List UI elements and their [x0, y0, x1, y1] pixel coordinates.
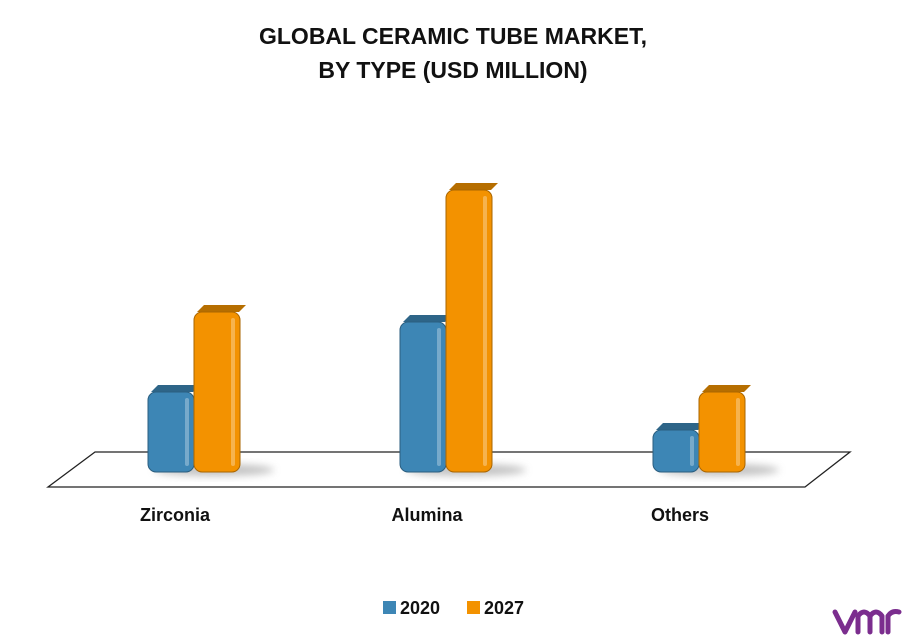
x-tick-label: Others — [651, 505, 709, 525]
legend-swatch — [383, 601, 396, 614]
bar-top — [656, 423, 705, 430]
bar-top — [197, 305, 246, 312]
bar-highlight — [185, 398, 189, 466]
bar-highlight — [483, 196, 487, 466]
bar-highlight — [736, 398, 740, 466]
bar-top — [151, 385, 200, 392]
bar-top — [403, 315, 452, 322]
bar-highlight — [690, 436, 694, 466]
x-tick-label: Zirconia — [140, 505, 211, 525]
x-tick-label: Alumina — [391, 505, 463, 525]
bar-highlight — [231, 318, 235, 466]
bar-highlight — [437, 328, 441, 466]
chart-title: GLOBAL CERAMIC TUBE MARKET, — [259, 23, 647, 49]
bar — [698, 391, 746, 473]
legend-label: 2020 — [400, 598, 440, 618]
bar — [193, 311, 241, 473]
legend-swatch — [467, 601, 480, 614]
legend-label: 2027 — [484, 598, 524, 618]
bar-top — [449, 183, 498, 190]
bar-top — [702, 385, 751, 392]
bar — [445, 189, 493, 473]
chart-subtitle: BY TYPE (USD MILLION) — [318, 57, 587, 83]
vmr-logo — [832, 609, 902, 635]
